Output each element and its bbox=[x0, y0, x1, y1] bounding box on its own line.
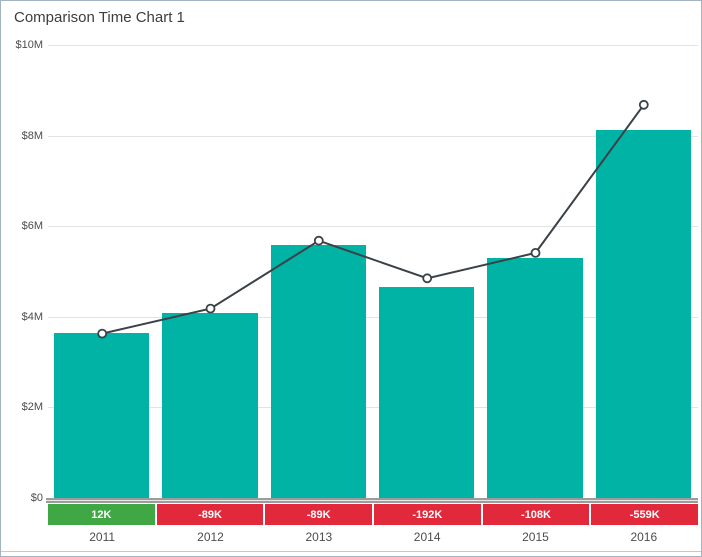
zero-axis-line bbox=[46, 498, 698, 503]
y-axis-label: $0 bbox=[30, 492, 43, 504]
x-axis-label-2011: 2011 bbox=[89, 530, 116, 544]
bar-series bbox=[48, 45, 698, 498]
bar-slot-2014 bbox=[373, 45, 481, 498]
diff-badge-2015: -108K bbox=[482, 504, 590, 525]
y-axis-label: $4M bbox=[21, 310, 43, 323]
bar-2015[interactable] bbox=[487, 257, 583, 498]
gridline bbox=[48, 135, 698, 137]
line-marker-2012[interactable] bbox=[205, 303, 216, 314]
y-axis-label: $2M bbox=[21, 401, 43, 414]
bar-2016[interactable] bbox=[595, 130, 691, 498]
bar-slot-2015 bbox=[481, 45, 589, 498]
line-marker-2016[interactable] bbox=[638, 99, 649, 110]
x-axis-label-2012: 2012 bbox=[197, 530, 224, 544]
diff-badge-2013: -89K bbox=[265, 504, 373, 525]
difference-badge-row: 12K -89K -89K -192K -108K -559K bbox=[48, 504, 699, 525]
x-axis-label-2014: 2014 bbox=[413, 530, 441, 544]
bar-slot-2016 bbox=[590, 45, 698, 498]
line-series bbox=[97, 99, 649, 339]
line-marker-2014[interactable] bbox=[422, 273, 433, 284]
line-marker-2011[interactable] bbox=[97, 328, 108, 339]
bottom-divider bbox=[1, 551, 701, 552]
gridline bbox=[48, 226, 698, 228]
bar-slot-2011 bbox=[48, 45, 156, 498]
diff-badge-2011: 12K bbox=[48, 504, 155, 525]
x-axis-label-2015: 2015 bbox=[522, 530, 549, 544]
gridline bbox=[48, 45, 698, 46]
diff-badge-2014: -192K bbox=[374, 504, 481, 525]
y-axis-label: $10M bbox=[15, 39, 43, 51]
line-marker-2015[interactable] bbox=[530, 247, 541, 258]
bar-2012[interactable] bbox=[162, 312, 258, 498]
bar-2014[interactable] bbox=[378, 286, 475, 498]
bar-2011[interactable] bbox=[54, 333, 150, 498]
diff-badge-2012: -89K bbox=[156, 504, 264, 525]
plot-area bbox=[48, 45, 698, 498]
gridline bbox=[48, 407, 698, 409]
y-axis-label: $6M bbox=[21, 220, 43, 233]
y-axis-label: $8M bbox=[21, 129, 43, 142]
gridline bbox=[48, 316, 698, 318]
x-axis-label-2013: 2013 bbox=[305, 530, 333, 544]
line-marker-2013[interactable] bbox=[313, 235, 324, 246]
diff-badge-2016: -559K bbox=[591, 504, 699, 525]
bar-slot-2012 bbox=[156, 45, 264, 498]
chart-title: Comparison Time Chart 1 bbox=[14, 9, 185, 26]
comparison-line bbox=[101, 104, 645, 335]
x-axis-labels: 2011 2012 2013 2014 2015 2016 bbox=[48, 526, 698, 546]
x-axis-label-2016: 2016 bbox=[630, 530, 658, 544]
bar-2013[interactable] bbox=[270, 244, 366, 498]
bar-slot-2013 bbox=[265, 45, 373, 498]
